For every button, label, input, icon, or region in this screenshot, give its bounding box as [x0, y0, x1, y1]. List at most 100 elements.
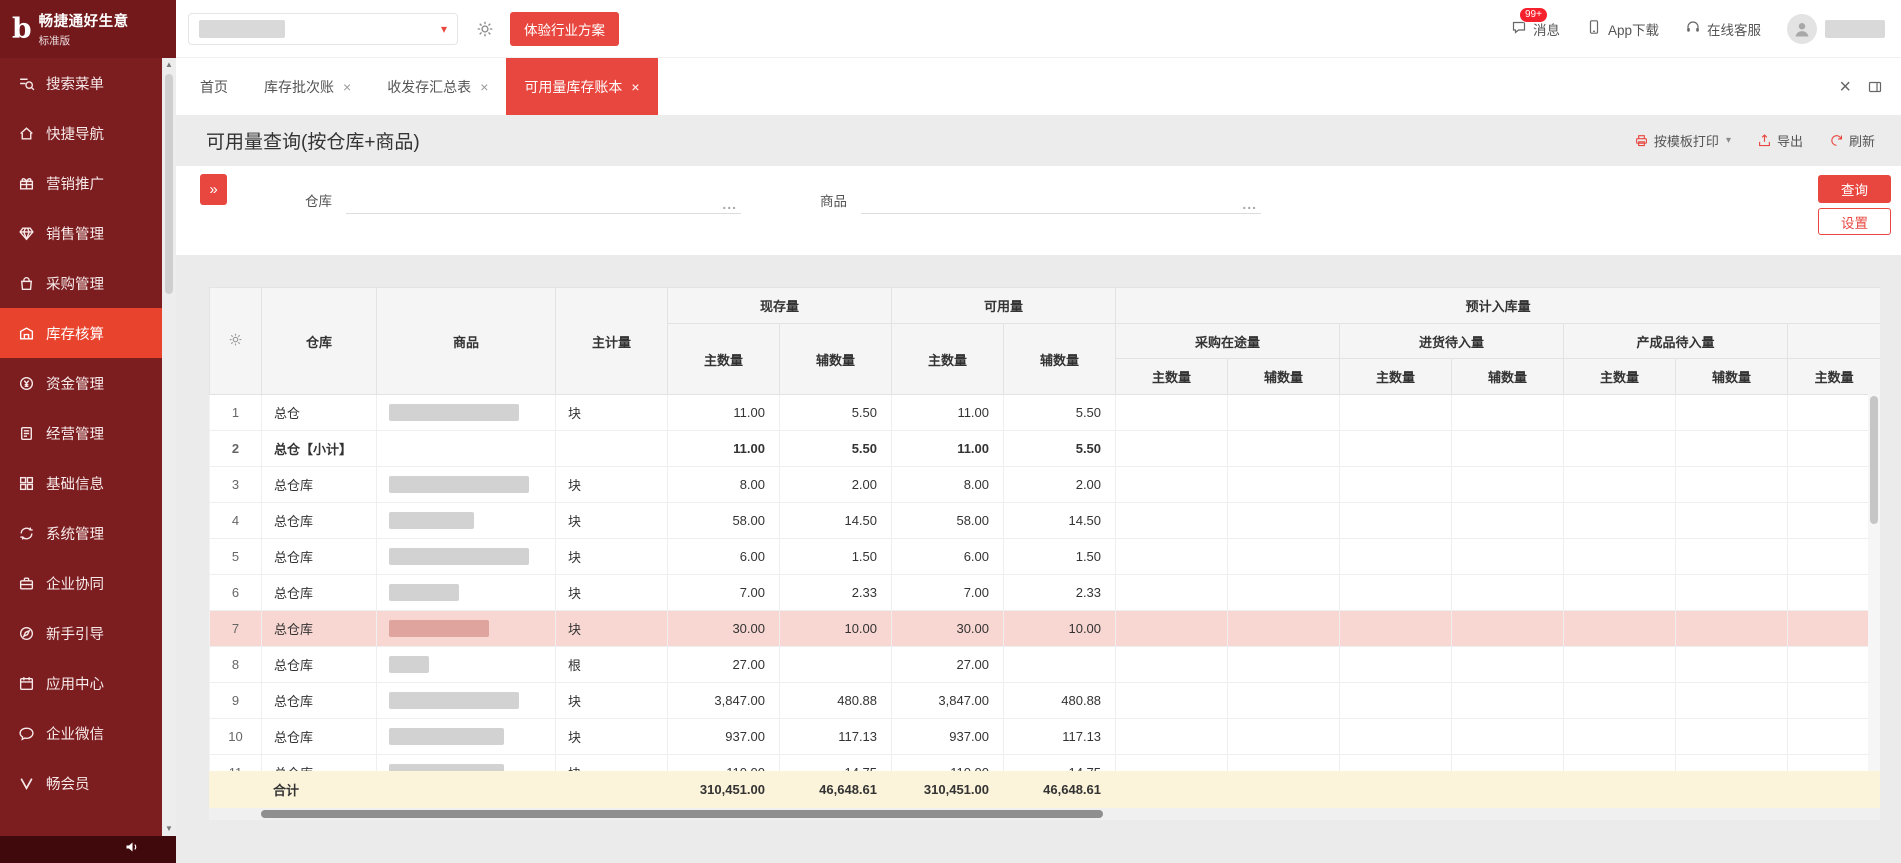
- topbar: ▾ 体验行业方案 99+ 消息 App下载 在线客服: [176, 0, 1901, 58]
- col-header-aux-qty[interactable]: 辅数量: [1003, 323, 1117, 395]
- redacted-product-name: [389, 656, 429, 674]
- panel-toggle-icon[interactable]: [1867, 79, 1883, 95]
- org-selector[interactable]: ▾: [188, 12, 458, 45]
- sidebar-item-label: 新手引导: [46, 626, 104, 643]
- table-row[interactable]: 7 总仓库 块 30.00 10.00 30.00 10.00: [209, 610, 1880, 647]
- trial-solution-button[interactable]: 体验行业方案: [510, 11, 619, 46]
- col-header-main-qty[interactable]: 主数量: [1563, 358, 1677, 395]
- col-header-aux-qty[interactable]: 辅数量: [1451, 358, 1565, 395]
- avatar[interactable]: [1787, 13, 1817, 44]
- sidebar-item-collaboration[interactable]: 企业协同: [0, 558, 162, 608]
- tabbar: 首页 库存批次账 × 收发存汇总表 × 可用量库存账本 × ×: [176, 58, 1901, 115]
- scroll-up-icon[interactable]: ▲: [165, 60, 173, 69]
- scroll-down-icon[interactable]: ▼: [165, 824, 173, 833]
- query-button[interactable]: 查询: [1818, 175, 1891, 203]
- print-template-button[interactable]: 按模板打印 ▾: [1634, 131, 1731, 150]
- tab-home[interactable]: 首页: [182, 58, 246, 115]
- message-bubble-icon: [1511, 19, 1527, 38]
- col-header-main-qty-clipped[interactable]: 主数量: [1787, 358, 1880, 395]
- gift-icon: [18, 175, 35, 192]
- table-row[interactable]: 4 总仓库 块 58.00 14.50 58.00 14.50: [209, 502, 1880, 539]
- col-group-finished-pending: 产成品待入量: [1563, 323, 1789, 359]
- sidebar-scrollbar[interactable]: ▲ ▼: [162, 58, 176, 836]
- redacted-product-name: [389, 728, 504, 746]
- table-row[interactable]: 8 总仓库 根 27.00 27.00: [209, 646, 1880, 683]
- table-row[interactable]: 3 总仓库 块 8.00 2.00 8.00 2.00: [209, 466, 1880, 503]
- product-filter-input[interactable]: ...: [861, 188, 1261, 214]
- col-header-aux-qty[interactable]: 辅数量: [1227, 358, 1341, 395]
- sidebar-item-wecom[interactable]: 企业微信: [0, 708, 162, 758]
- sidebar-item-purchase[interactable]: 采购管理: [0, 258, 162, 308]
- app-download-button[interactable]: App下载: [1586, 19, 1659, 39]
- tabs: 首页 库存批次账 × 收发存汇总表 × 可用量库存账本 ×: [182, 58, 658, 115]
- tab-label: 收发存汇总表: [387, 78, 472, 95]
- column-settings-icon[interactable]: [209, 287, 262, 395]
- close-icon[interactable]: ×: [631, 78, 640, 95]
- warehouse-icon: [18, 325, 35, 342]
- close-icon[interactable]: ×: [343, 78, 352, 95]
- col-header-product[interactable]: 商品: [376, 287, 556, 395]
- sidebar-item-base-info[interactable]: 基础信息: [0, 458, 162, 508]
- settings-button[interactable]: 设置: [1818, 208, 1891, 235]
- diamond-icon: [18, 225, 35, 242]
- col-group-expected-in: 预计入库量: [1115, 287, 1880, 324]
- tab-in-out-summary[interactable]: 收发存汇总表 ×: [369, 58, 506, 115]
- scrollbar-thumb[interactable]: [261, 810, 1103, 818]
- scrollbar-thumb[interactable]: [165, 74, 173, 294]
- export-label: 导出: [1776, 134, 1803, 149]
- product-filter-label: 商品: [820, 194, 847, 209]
- redacted-product-name: [389, 692, 519, 710]
- table-row[interactable]: 6 总仓库 块 7.00 2.33 7.00 2.33: [209, 574, 1880, 611]
- sidebar-item-sales[interactable]: 销售管理: [0, 208, 162, 258]
- col-header-main-qty[interactable]: 主数量: [1339, 358, 1453, 395]
- sidebar-item-inventory-accounting[interactable]: 库存核算: [0, 308, 162, 358]
- col-header-main-qty[interactable]: 主数量: [891, 323, 1005, 395]
- warehouse-filter-input[interactable]: ...: [346, 188, 741, 214]
- tab-available-ledger[interactable]: 可用量库存账本 ×: [506, 58, 658, 115]
- scrollbar-thumb[interactable]: [1870, 396, 1878, 524]
- sidebar-item-member[interactable]: 畅会员: [0, 758, 162, 808]
- sidebar-item-label: 经营管理: [46, 426, 104, 443]
- more-icon[interactable]: ...: [722, 196, 737, 212]
- gear-icon[interactable]: [476, 20, 494, 38]
- speaker-icon[interactable]: [124, 839, 140, 860]
- col-header-main-qty[interactable]: 主数量: [667, 323, 780, 395]
- col-header-main-qty[interactable]: 主数量: [1115, 358, 1229, 395]
- col-group-available: 可用量: [891, 287, 1117, 324]
- sidebar-item-label: 营销推广: [46, 176, 104, 193]
- refresh-label: 刷新: [1848, 134, 1875, 149]
- messages-button[interactable]: 99+ 消息: [1511, 6, 1560, 39]
- sidebar-item-label: 畅会员: [46, 776, 90, 793]
- sidebar-item-label: 基础信息: [46, 476, 104, 493]
- close-icon[interactable]: ×: [1839, 75, 1851, 98]
- vertical-scrollbar[interactable]: [1868, 394, 1880, 771]
- sidebar-item-marketing[interactable]: 营销推广: [0, 158, 162, 208]
- table-row[interactable]: 10 总仓库 块 937.00 117.13 937.00 117.13: [209, 718, 1880, 755]
- horizontal-scrollbar[interactable]: [209, 808, 1880, 820]
- col-header-aux-qty[interactable]: 辅数量: [1675, 358, 1789, 395]
- col-header-warehouse[interactable]: 仓库: [261, 287, 377, 395]
- col-header-unit[interactable]: 主计量: [555, 287, 668, 395]
- table-row[interactable]: 5 总仓库 块 6.00 1.50 6.00 1.50: [209, 538, 1880, 575]
- sidebar-item-app-center[interactable]: 应用中心: [0, 658, 162, 708]
- table-row[interactable]: 11 总仓库 块 110.00 14.75 110.00 14.75: [209, 754, 1880, 771]
- expand-filters-button[interactable]: »: [200, 174, 227, 205]
- refresh-button[interactable]: 刷新: [1829, 131, 1875, 150]
- close-icon[interactable]: ×: [480, 78, 489, 95]
- table-row[interactable]: 2 总仓【小计】 11.00 5.50 11.00 5.50: [209, 430, 1880, 467]
- sidebar-item-system[interactable]: 系统管理: [0, 508, 162, 558]
- col-header-aux-qty[interactable]: 辅数量: [778, 323, 893, 395]
- sidebar-item-quick-nav[interactable]: 快捷导航: [0, 108, 162, 158]
- sidebar-item-label: 快捷导航: [46, 126, 104, 143]
- online-service-button[interactable]: 在线客服: [1685, 19, 1761, 39]
- export-button[interactable]: 导出: [1757, 131, 1803, 150]
- tab-batch-ledger[interactable]: 库存批次账 ×: [246, 58, 369, 115]
- sidebar-item-funds[interactable]: 资金管理: [0, 358, 162, 408]
- sidebar-item-guide[interactable]: 新手引导: [0, 608, 162, 658]
- table-row[interactable]: 9 总仓库 块 3,847.00 480.88 3,847.00 480.88: [209, 682, 1880, 719]
- sidebar-item-business[interactable]: 经营管理: [0, 408, 162, 458]
- table-row[interactable]: 1 总仓 块 11.00 5.50 11.00 5.50: [209, 394, 1880, 431]
- more-icon[interactable]: ...: [1242, 196, 1257, 212]
- col-group-current: 现存量: [666, 287, 893, 324]
- sidebar-item-search-menu[interactable]: 搜索菜单: [0, 58, 162, 108]
